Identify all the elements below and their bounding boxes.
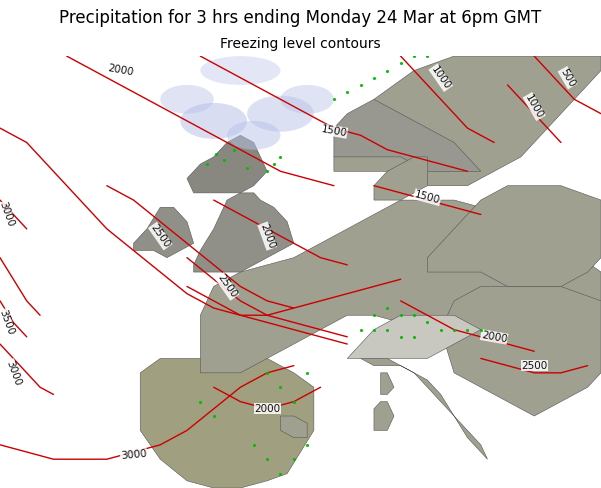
Point [242, 164, 252, 172]
Point [463, 326, 472, 334]
Point [476, 326, 486, 334]
Point [302, 441, 312, 449]
Text: 500: 500 [558, 67, 577, 89]
Polygon shape [133, 207, 194, 258]
Point [269, 160, 279, 168]
Text: Precipitation for 3 hrs ending Monday 24 Mar at 6pm GMT: Precipitation for 3 hrs ending Monday 24… [59, 9, 542, 27]
Polygon shape [194, 193, 294, 272]
Point [396, 60, 406, 67]
Text: 1500: 1500 [413, 189, 441, 205]
Ellipse shape [247, 96, 314, 132]
Polygon shape [200, 200, 601, 373]
Point [343, 88, 352, 96]
Point [423, 52, 432, 60]
Point [382, 304, 392, 312]
Point [369, 311, 379, 319]
Point [356, 326, 365, 334]
Text: 2500: 2500 [215, 273, 239, 300]
Point [329, 96, 339, 103]
Ellipse shape [180, 103, 247, 139]
Ellipse shape [281, 85, 334, 114]
Ellipse shape [160, 85, 214, 114]
Text: 1000: 1000 [523, 93, 545, 121]
Text: 2000: 2000 [106, 63, 134, 78]
Text: 1500: 1500 [320, 124, 348, 138]
Text: 3000: 3000 [120, 449, 147, 461]
Point [262, 369, 272, 377]
Point [276, 153, 285, 161]
Point [276, 384, 285, 391]
Point [423, 319, 432, 326]
Point [369, 74, 379, 81]
Point [219, 156, 229, 163]
Ellipse shape [200, 56, 281, 85]
Point [249, 441, 258, 449]
Point [212, 150, 221, 158]
Ellipse shape [227, 121, 281, 150]
Point [276, 470, 285, 477]
Point [409, 52, 419, 60]
Polygon shape [334, 56, 601, 186]
Polygon shape [347, 315, 481, 358]
Point [409, 311, 419, 319]
Polygon shape [140, 358, 314, 488]
Text: 1000: 1000 [429, 64, 453, 91]
Polygon shape [187, 135, 267, 193]
Polygon shape [361, 358, 487, 459]
Text: 2500: 2500 [148, 223, 172, 250]
Point [436, 326, 445, 334]
Polygon shape [427, 186, 601, 286]
Point [229, 146, 239, 154]
Text: 2000: 2000 [480, 330, 508, 344]
Point [396, 333, 406, 341]
Text: 2500: 2500 [521, 361, 548, 370]
Point [382, 326, 392, 334]
Polygon shape [380, 373, 394, 394]
Point [202, 160, 212, 168]
Point [356, 81, 365, 89]
Polygon shape [334, 100, 481, 171]
Point [289, 455, 299, 463]
Polygon shape [281, 416, 307, 438]
Point [262, 167, 272, 175]
Point [382, 67, 392, 75]
Point [209, 412, 219, 420]
Point [409, 333, 419, 341]
Point [450, 326, 459, 334]
Point [396, 311, 406, 319]
Text: Freezing level contours: Freezing level contours [220, 37, 381, 51]
Polygon shape [374, 157, 427, 200]
Point [289, 398, 299, 406]
Text: 3000: 3000 [4, 359, 22, 387]
Polygon shape [374, 402, 394, 430]
Point [302, 369, 312, 377]
Point [195, 398, 205, 406]
Point [262, 455, 272, 463]
Text: 3000: 3000 [0, 201, 16, 228]
Point [369, 326, 379, 334]
Text: 2000: 2000 [258, 222, 276, 250]
Text: 2000: 2000 [254, 404, 280, 414]
Polygon shape [441, 286, 601, 416]
Text: 3500: 3500 [0, 308, 16, 337]
